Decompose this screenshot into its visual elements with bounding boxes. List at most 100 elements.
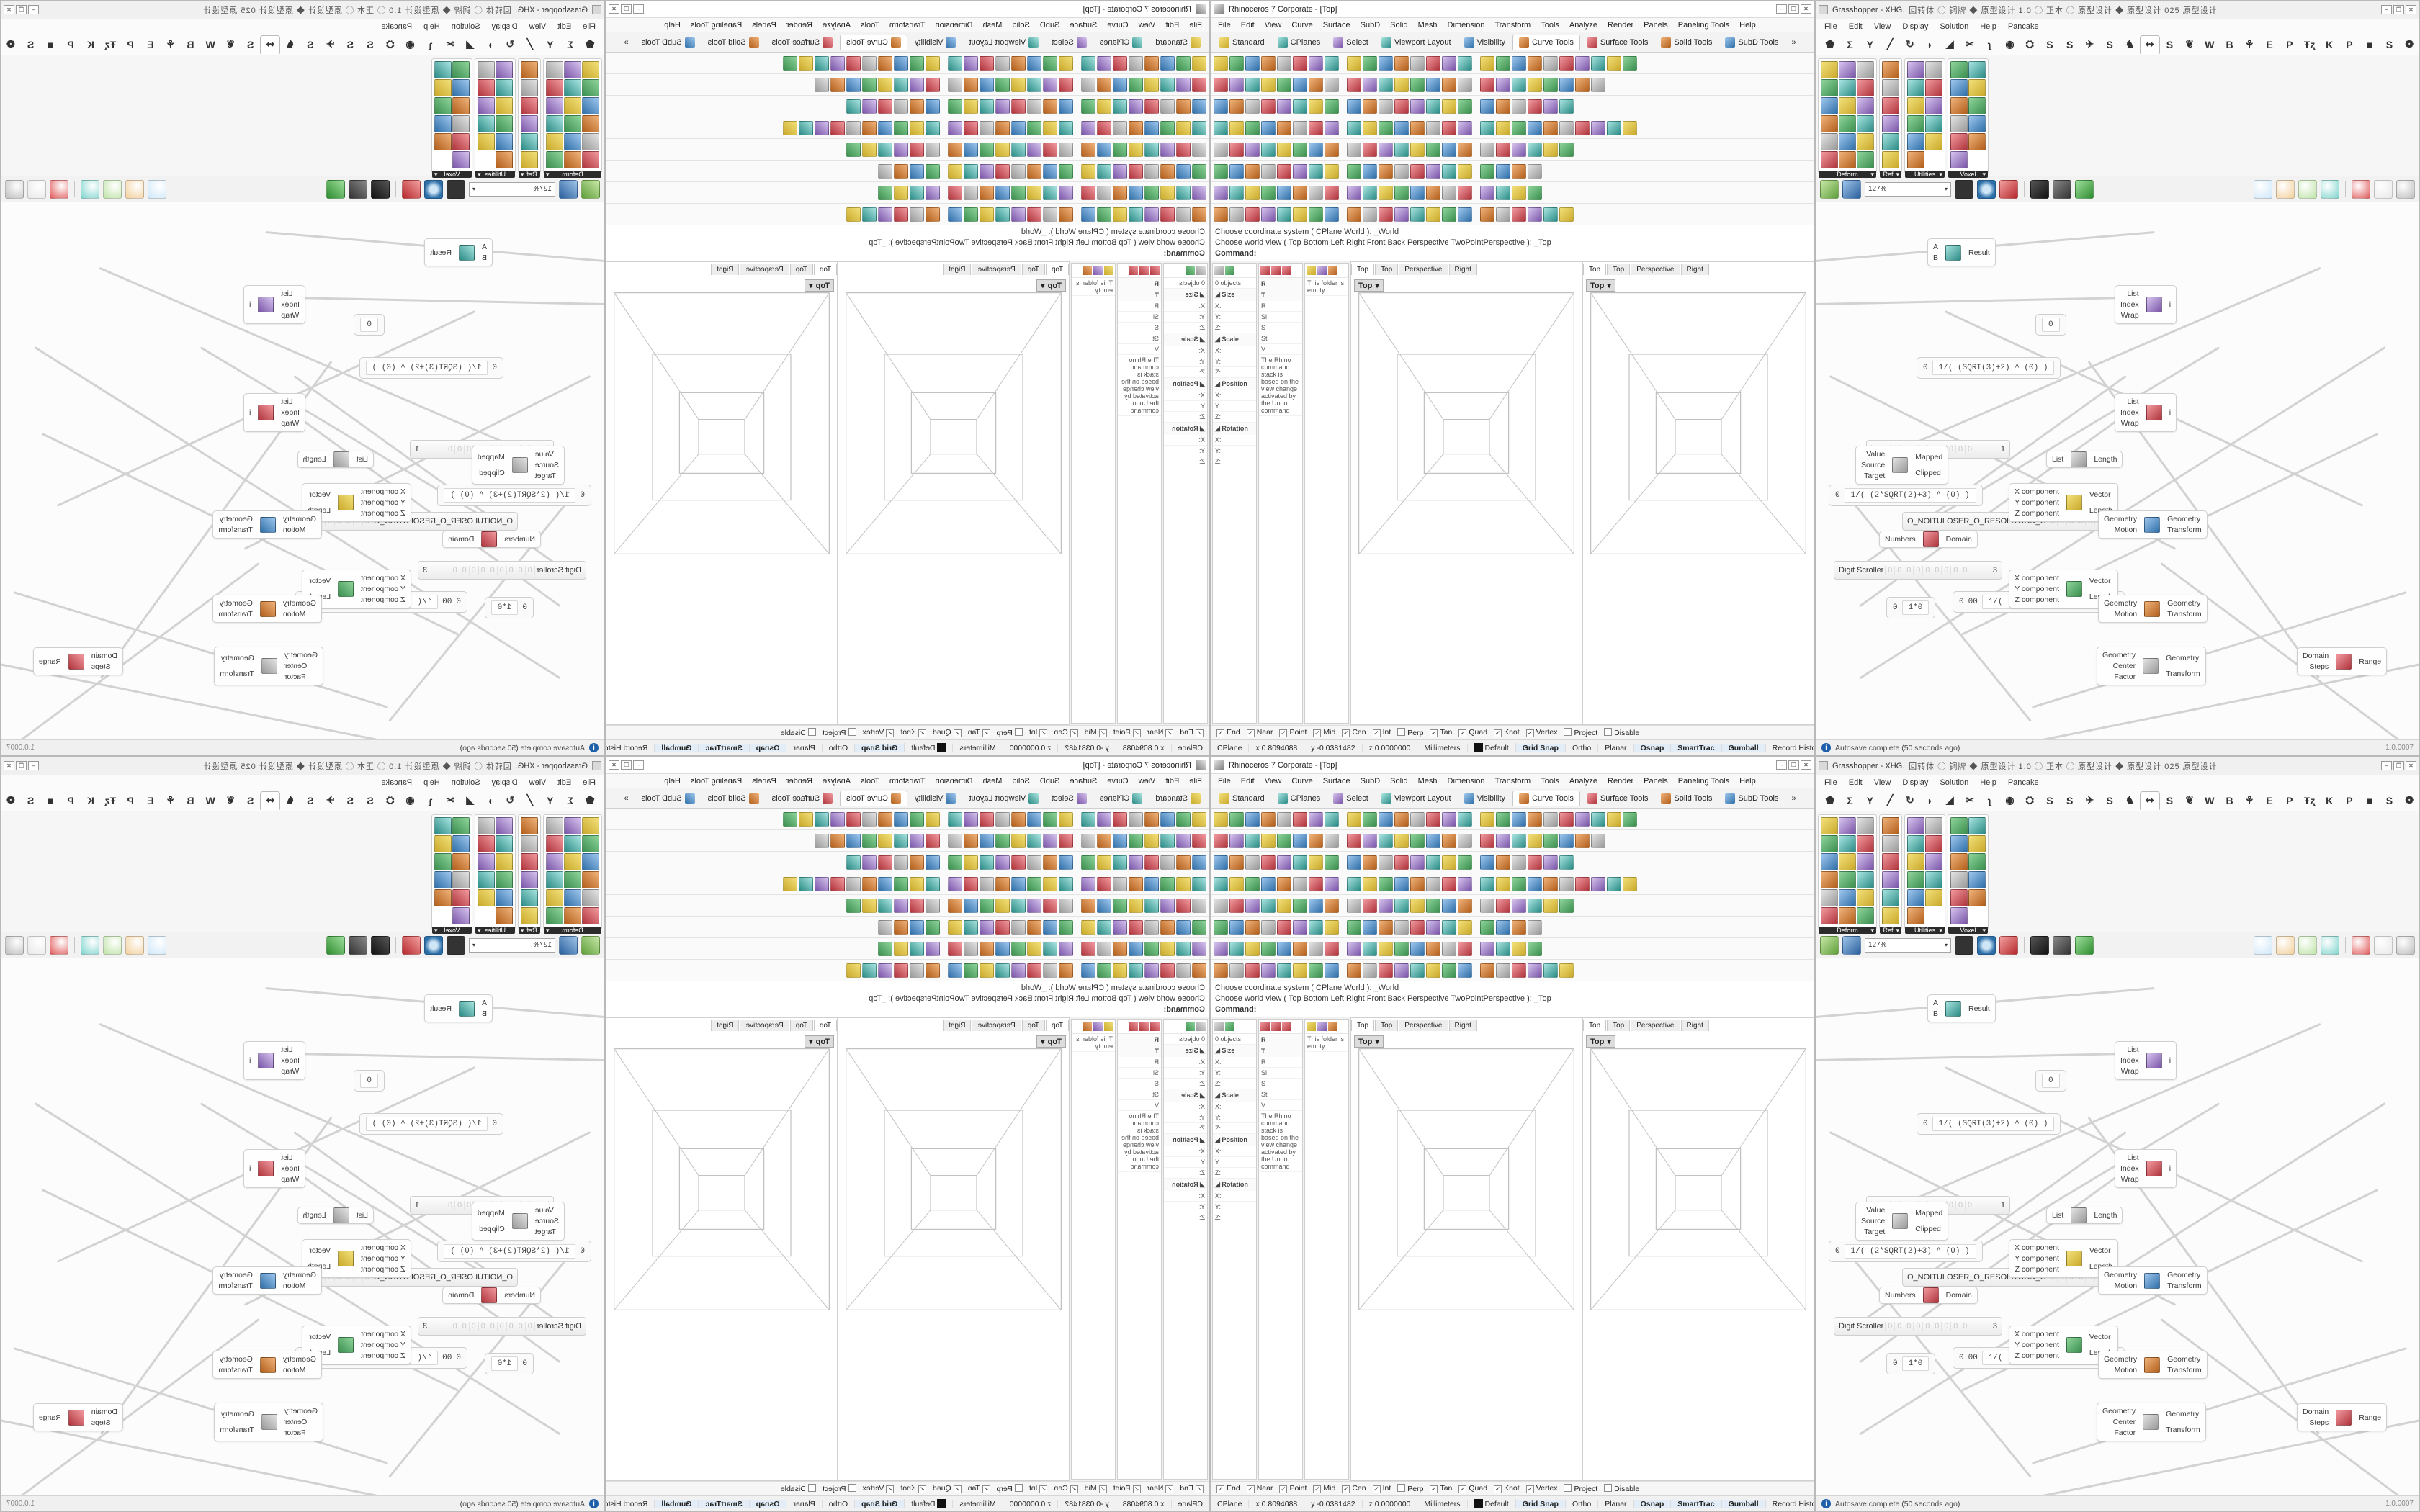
rhino-tool-icon[interactable]	[1293, 941, 1307, 956]
checkbox-icon[interactable]: ✓	[1246, 729, 1255, 737]
gh-component-icon[interactable]	[1839, 907, 1856, 924]
rhino-tool-icon[interactable]	[1081, 855, 1095, 870]
rhino-tool-icon[interactable]	[1214, 811, 1228, 827]
rhino-tool-icon[interactable]	[1379, 120, 1393, 135]
gh-component-icon[interactable]	[434, 889, 452, 906]
gh-tab-intersect[interactable]: ✂	[1966, 794, 1974, 806]
gh-tab-ladybug[interactable]: ✈	[2085, 38, 2094, 50]
rhino-menu-analyze[interactable]: Analyze	[822, 777, 851, 786]
rhino-viewport-tab-3[interactable]: Right	[1448, 1020, 1477, 1031]
gh-tab-surface[interactable]: ◗	[487, 794, 493, 806]
gh-node-input[interactable]: Z component	[2015, 1351, 2059, 1360]
gh-digit-scroller[interactable]: Digit Scroller 0 0 0 0 0 0 0 0 0 3	[1834, 561, 2002, 580]
rhino-tool-icon[interactable]	[1113, 963, 1127, 978]
gh-component-icon[interactable]	[1950, 151, 1968, 168]
gh-range[interactable]: Domain Steps Range	[2297, 1403, 2388, 1431]
gh-tab-weaverbird[interactable]: W	[205, 794, 215, 806]
rhino-tool-icon[interactable]	[1129, 811, 1143, 827]
rhino-status-toggle-smarttrac[interactable]: SmartTrac	[1671, 1499, 1722, 1508]
rhino-tool-icon[interactable]	[1528, 941, 1542, 956]
rhino-tool-icon[interactable]	[1192, 963, 1206, 978]
rhino-properties-section[interactable]: ◢ Position	[1213, 378, 1256, 390]
checkbox-icon[interactable]: ✓	[1313, 729, 1322, 737]
gh-bake-icon[interactable]	[402, 935, 421, 955]
rhino-menu-analyze[interactable]: Analyze	[1569, 21, 1598, 30]
gh-panel-value[interactable]: 0	[2042, 1074, 2060, 1088]
rhino-properties-field[interactable]: Z:	[1164, 1123, 1207, 1134]
rhino-tool-icon[interactable]	[1458, 898, 1472, 913]
gh-node-input[interactable]: Target	[1864, 472, 1886, 480]
gh-component-icon[interactable]	[521, 115, 538, 132]
rhino-status-toggle-grid-snap[interactable]: Grid Snap	[1515, 743, 1566, 752]
rhino-tool-icon[interactable]	[995, 833, 1010, 848]
rhino-tool-icon[interactable]	[862, 142, 877, 157]
rhino-tool-icon[interactable]	[910, 99, 924, 114]
rhino-tool-icon[interactable]	[1410, 811, 1425, 827]
rhino-menu-view[interactable]: View	[1138, 21, 1156, 30]
rhino-status-x[interactable]: x 0.8094088	[1249, 1499, 1305, 1508]
rhino-tab-visibility[interactable]: Visibility	[909, 35, 962, 50]
rhino-tool-icon[interactable]	[1363, 55, 1377, 71]
gh-tab-bowerbird[interactable]: B	[2226, 794, 2233, 806]
rhino-tool-icon[interactable]	[1325, 941, 1339, 956]
rhino-tab-viewport-layout[interactable]: Viewport Layout	[964, 35, 1045, 50]
rhino-tool-icon[interactable]	[1011, 142, 1026, 157]
rhino-status-toggle-smarttrac[interactable]: SmartTrac	[698, 1499, 749, 1508]
gh-minimize-button[interactable]: –	[2381, 5, 2392, 14]
rhino-tool-icon[interactable]	[878, 55, 892, 71]
rhino-tool-icon[interactable]	[1347, 120, 1361, 135]
rhino-tool-icon[interactable]	[1363, 963, 1377, 978]
rhino-tool-icon[interactable]	[1575, 120, 1590, 135]
gh-node-output[interactable]: Transform	[2167, 526, 2202, 534]
rhino-command-area[interactable]: Choose coordinate system ( CPlane World …	[606, 981, 1209, 1017]
rhino-tool-icon[interactable]	[1261, 55, 1276, 71]
gh-node-output[interactable]: Geometry	[2166, 653, 2200, 662]
rhino-viewport-label[interactable]: Top ▾	[1586, 279, 1615, 292]
rhino-tool-icon[interactable]	[1458, 142, 1472, 157]
rhino-tool-icon[interactable]	[1512, 163, 1526, 179]
rhino-tool-icon[interactable]	[846, 833, 861, 848]
rhino-tool-icon[interactable]	[964, 898, 978, 913]
gh-recompute-icon[interactable]	[2075, 179, 2094, 199]
gh-component-icon[interactable]	[564, 97, 581, 114]
rhino-tool-icon[interactable]	[1160, 963, 1175, 978]
rhino-properties-section[interactable]: ◢ Rotation	[1213, 423, 1256, 435]
gh-component-icon[interactable]	[1925, 133, 1942, 150]
rhino-tool-icon[interactable]	[910, 120, 924, 135]
gh-node-input[interactable]: Index	[2120, 300, 2139, 309]
rhino-status-toggle-osnap[interactable]: Osnap	[1634, 743, 1672, 752]
gh-tab-pancake[interactable]: ↭	[2139, 791, 2160, 810]
gh-component-icon[interactable]	[1907, 133, 1924, 150]
rhino-tool-icon[interactable]	[1442, 120, 1456, 135]
rhino-tool-icon[interactable]	[1543, 120, 1558, 135]
gh-component-icon[interactable]	[478, 115, 495, 132]
gh-component-icon[interactable]	[582, 151, 599, 168]
rhino-tool-icon[interactable]	[1043, 919, 1057, 935]
chevron-down-icon[interactable]: ▾	[1944, 942, 1948, 948]
gh-node-output[interactable]: Transform	[220, 1426, 254, 1435]
rhino-properties-field[interactable]: Z:	[1164, 412, 1207, 423]
gh-node-input[interactable]: Center	[2112, 662, 2136, 670]
rhino-tool-icon[interactable]	[1559, 99, 1574, 114]
gh-component-icon[interactable]	[1839, 871, 1856, 888]
gh-component-icon[interactable]	[478, 97, 495, 114]
gh-move[interactable]: Geometry Motion Geometry Transform	[2098, 1266, 2208, 1295]
gh-node-output[interactable]: Clipped	[479, 1225, 505, 1234]
checkbox-icon[interactable]: ✓	[1216, 729, 1224, 737]
rhino-tool-icon[interactable]	[1442, 55, 1456, 71]
gh-node-input[interactable]: Wrap	[2120, 311, 2139, 320]
rhino-menu-curve[interactable]: Curve	[1291, 777, 1313, 786]
gh-tab-weaverbird[interactable]: W	[2205, 38, 2215, 50]
gh-digit-scroller[interactable]: Digit Scroller 0 0 0 0 0 0 0 0 0 3	[1834, 1317, 2002, 1336]
gh-minimize-button[interactable]: –	[28, 761, 39, 770]
gh-component-icon[interactable]	[434, 97, 452, 114]
gh-node-output[interactable]: Transform	[2167, 610, 2202, 618]
gh-component-icon[interactable]	[1950, 61, 1968, 78]
rhino-status-x[interactable]: x 0.8094088	[1115, 743, 1171, 752]
rhino-tool-icon[interactable]	[1394, 919, 1409, 935]
rhino-menu-dimension[interactable]: Dimension	[935, 777, 973, 786]
rhino-tool-icon[interactable]	[1379, 811, 1393, 827]
gh-component-icon[interactable]	[1839, 61, 1856, 78]
rhino-tool-icon[interactable]	[1160, 919, 1175, 935]
rhino-menu-subd[interactable]: SubD	[1360, 21, 1381, 30]
